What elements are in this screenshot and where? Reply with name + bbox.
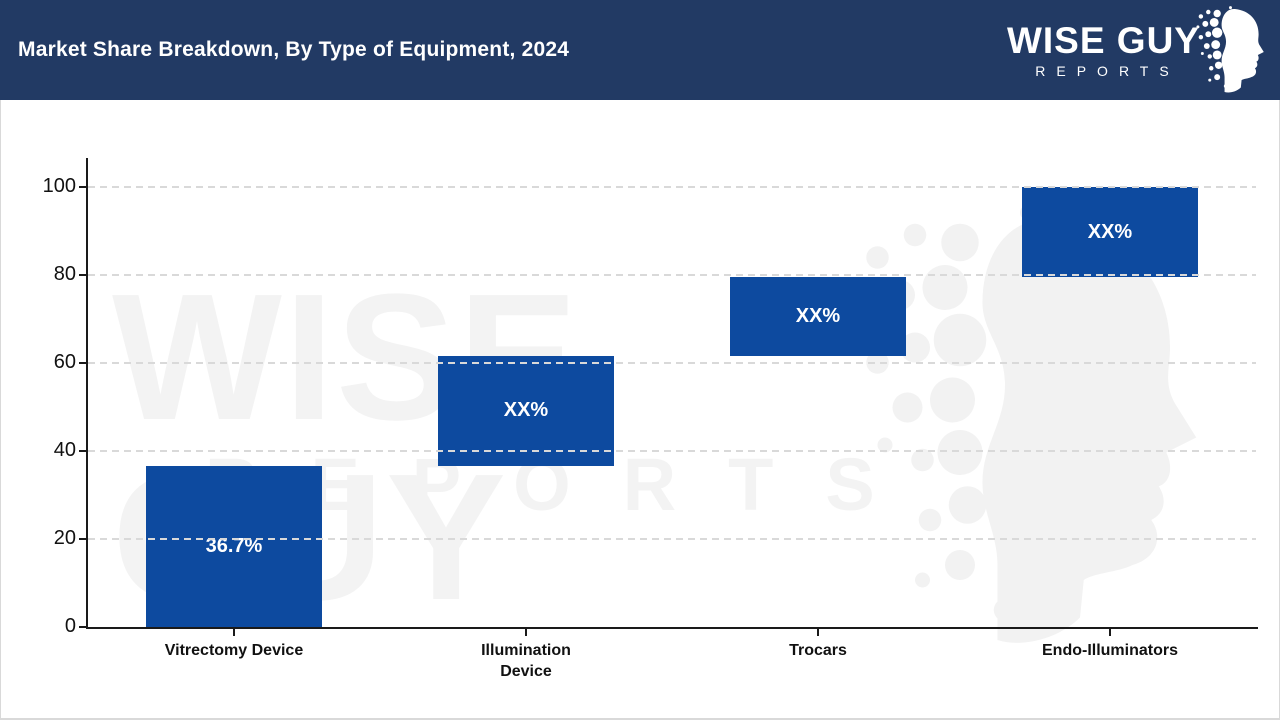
- y-tick-mark: [79, 450, 87, 452]
- x-tick-mark: [233, 629, 235, 636]
- bar-vitrectomy-device: 36.7%: [146, 465, 322, 627]
- y-tick-label: 0: [64, 615, 76, 637]
- bar-value-label: 36.7%: [205, 534, 263, 557]
- x-category-label: Trocars: [789, 642, 847, 659]
- bar-illumination-device: XX%: [438, 355, 614, 466]
- bar-value-label: XX%: [1087, 220, 1133, 243]
- x-category-label: Endo-Illuminators: [1042, 642, 1178, 659]
- x-tick-mark: [1109, 629, 1111, 636]
- y-tick-mark: [79, 274, 87, 276]
- bar-value-label: XX%: [503, 399, 549, 422]
- brand-name: WISE GUY: [1006, 19, 1200, 61]
- x-category-label: Illumination Device: [481, 642, 571, 680]
- gridline-40: [88, 450, 1256, 452]
- brand-logo: WISE GUY REPORTS: [1006, 5, 1280, 95]
- brand-logo-text: WISE GUY REPORTS: [1006, 19, 1200, 79]
- y-tick-label: 100: [42, 175, 76, 197]
- y-tick-label: 40: [53, 439, 76, 461]
- x-category-label: Vitrectomy Device: [164, 642, 304, 659]
- x-tick-mark: [817, 629, 819, 636]
- gridline-80: [88, 274, 1256, 276]
- gridline-60: [88, 362, 1256, 364]
- y-tick-mark: [79, 538, 87, 540]
- bar-value-label: XX%: [795, 304, 841, 327]
- y-tick-label: 20: [53, 527, 76, 549]
- bar-endo-illuminators: XX%: [1022, 187, 1198, 278]
- y-tick-mark: [79, 626, 87, 628]
- frame-border-bottom: [0, 718, 1280, 720]
- y-tick-mark: [79, 186, 87, 188]
- y-tick-label: 60: [53, 351, 76, 373]
- frame-border-left: [0, 100, 1, 720]
- y-tick-label: 80: [53, 263, 76, 285]
- page-title: Market Share Breakdown, By Type of Equip…: [18, 38, 570, 61]
- header-bar: Market Share Breakdown, By Type of Equip…: [0, 0, 1280, 100]
- x-axis-line: [86, 627, 1258, 629]
- y-tick-mark: [79, 362, 87, 364]
- x-tick-mark: [525, 629, 527, 636]
- wiseguy-head-icon: [1196, 5, 1264, 92]
- brand-subtitle: REPORTS: [1035, 62, 1180, 79]
- gridline-100: [88, 186, 1256, 188]
- gridline-20: [88, 538, 1256, 540]
- y-axis-line: [86, 158, 88, 629]
- bar-trocars: XX%: [730, 277, 906, 356]
